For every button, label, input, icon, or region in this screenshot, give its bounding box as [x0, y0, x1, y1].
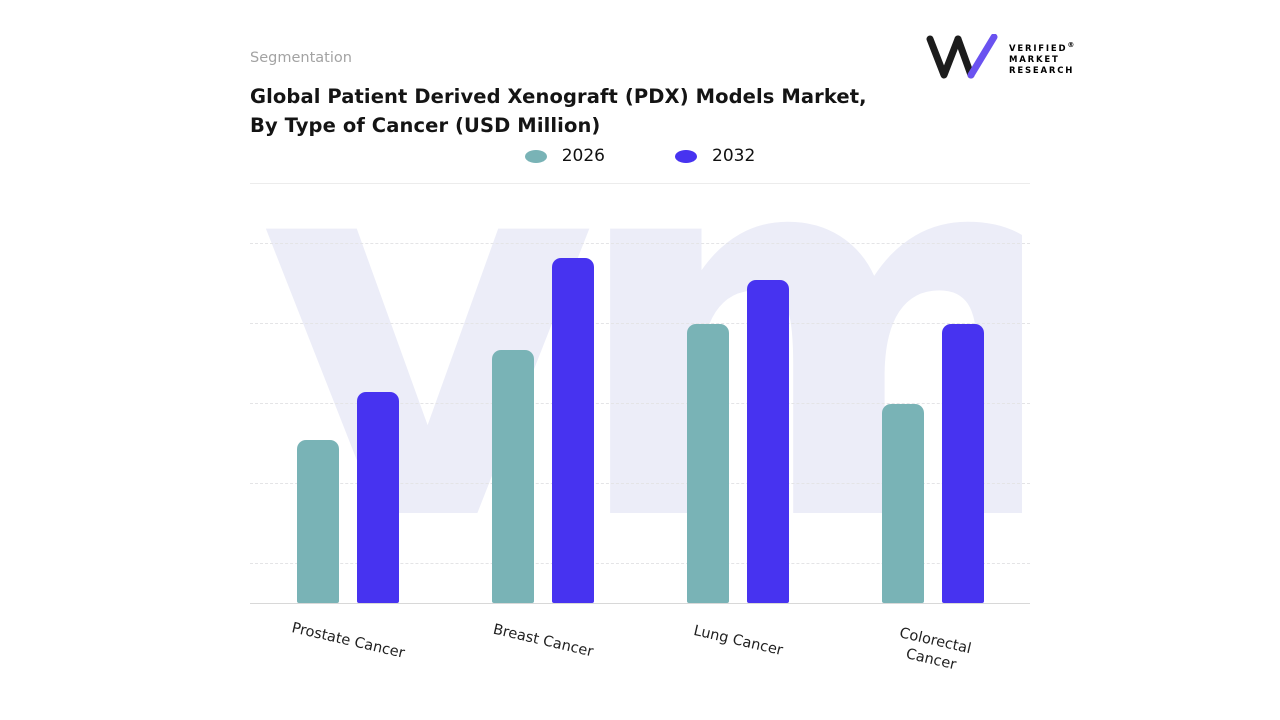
- bar-chart-plot-area: vm: [250, 213, 1030, 604]
- x-axis-labels: Prostate Cancer Breast Cancer Lung Cancer C…: [250, 620, 1030, 710]
- page-title: Global Patient Derived Xenograft (PDX) M…: [250, 82, 910, 140]
- bar-2032-breast-cancer: [551, 258, 594, 603]
- x-axis-line: [250, 603, 1030, 604]
- bar-2032-prostate-cancer: [356, 392, 399, 603]
- bar-2026-prostate-cancer: [296, 440, 339, 603]
- gridline-0: [250, 243, 1030, 244]
- legend-marker-2032: [675, 149, 697, 163]
- x-axis-label-colorectal-cancer: Colorectal Cancer: [897, 625, 973, 674]
- bar-2032-lung-cancer: [746, 280, 789, 603]
- vmr-logo-text: VERIFIED® MARKET RESEARCH: [1009, 34, 1074, 77]
- title-line-1: Global Patient Derived Xenograft (PDX) M…: [250, 85, 867, 108]
- legend-label-2026: 2026: [561, 146, 605, 166]
- logo-text-line-2: MARKET: [1009, 54, 1060, 65]
- gridline-4: [250, 563, 1030, 564]
- legend-item-2032: 2032: [675, 146, 755, 166]
- vmr-logo: VERIFIED® MARKET RESEARCH: [926, 34, 1074, 80]
- x-axis-label-lung-cancer: Lung Cancer: [691, 622, 784, 660]
- legend-marker-2026: [524, 149, 547, 163]
- gridline-1: [250, 323, 1030, 324]
- chart-legend: 2026 2032: [250, 146, 1030, 166]
- legend-label-2032: 2032: [712, 146, 756, 166]
- bar-2026-colorectal-cancer: [881, 404, 924, 603]
- title-line-2: By Type of Cancer (USD Million): [250, 114, 601, 137]
- x-axis-label-breast-cancer: Breast Cancer: [490, 621, 595, 661]
- legend-item-2026: 2026: [524, 146, 605, 166]
- segmentation-label: Segmentation: [250, 50, 352, 66]
- bar-2026-breast-cancer: [491, 350, 534, 603]
- registered-mark: ®: [1067, 41, 1075, 49]
- x-axis-label-prostate-cancer: Prostate Cancer: [289, 620, 406, 662]
- header-divider: [250, 183, 1030, 184]
- logo-text-line-1: VERIFIED®: [1009, 41, 1075, 54]
- gridline-3: [250, 483, 1030, 484]
- logo-text-line-3: RESEARCH: [1009, 65, 1075, 76]
- bar-2026-lung-cancer: [686, 324, 729, 603]
- vmr-logo-mark-icon: [926, 34, 998, 79]
- gridline-2: [250, 403, 1030, 404]
- bar-2032-colorectal-cancer: [941, 324, 984, 603]
